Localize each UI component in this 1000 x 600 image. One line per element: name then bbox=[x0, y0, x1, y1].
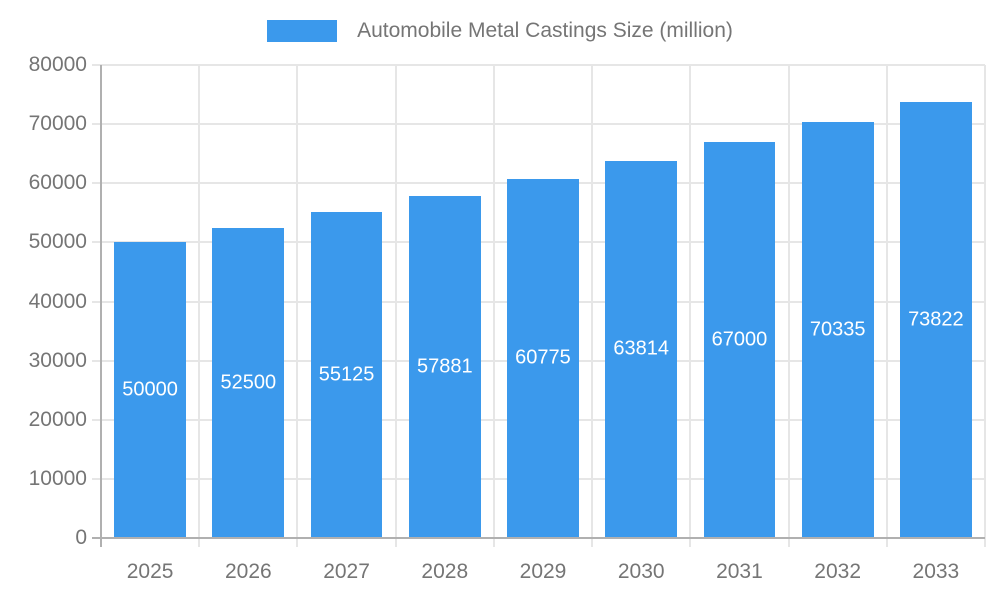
gridline-vertical bbox=[689, 65, 692, 547]
legend-swatch bbox=[267, 20, 338, 42]
y-tick-label: 70000 bbox=[28, 112, 87, 136]
y-tick-label: 40000 bbox=[28, 289, 87, 313]
bar[interactable]: 50000 bbox=[114, 242, 186, 538]
bar[interactable]: 73822 bbox=[900, 101, 972, 538]
x-tick-label: 2029 bbox=[519, 560, 567, 583]
gridline-vertical bbox=[984, 65, 986, 547]
x-axis-labels: 2025 2026 2027 2028 2029 2030 2031 2032 2033 bbox=[101, 558, 985, 588]
legend[interactable]: Automobile Metal Castings Size (million) bbox=[0, 17, 1000, 45]
x-tick-label: 2030 bbox=[617, 560, 665, 583]
gridline-vertical bbox=[885, 65, 888, 547]
bar[interactable]: 63814 bbox=[605, 160, 678, 538]
legend-label: Automobile Metal Castings Size (million) bbox=[357, 19, 733, 42]
bar-value-label: 73822 bbox=[908, 308, 964, 331]
x-tick-label: 2027 bbox=[323, 560, 370, 583]
bar-value-label: 57881 bbox=[416, 355, 473, 378]
y-tick-label: 0 bbox=[75, 526, 87, 549]
y-tick-label: 80000 bbox=[28, 53, 87, 76]
bar-value-label: 55125 bbox=[318, 363, 375, 386]
bar-value-label: 60775 bbox=[515, 346, 571, 369]
y-tick-label: 60000 bbox=[28, 171, 87, 195]
bar[interactable]: 70335 bbox=[801, 122, 874, 538]
bar[interactable]: 60775 bbox=[507, 178, 579, 538]
y-axis-labels: 0 10000 20000 30000 40000 50000 60000 70000 8000… bbox=[0, 53, 87, 549]
gridline-vertical bbox=[591, 65, 594, 547]
x-tick-label: 2025 bbox=[126, 560, 174, 583]
bar-value-label: 70335 bbox=[809, 318, 866, 341]
y-axis-line bbox=[100, 65, 102, 547]
x-tick-label: 2032 bbox=[814, 560, 862, 583]
x-tick-label: 2026 bbox=[224, 560, 272, 583]
bar[interactable]: 55125 bbox=[310, 212, 383, 538]
gridline-vertical bbox=[296, 65, 299, 547]
gridline-vertical bbox=[787, 65, 790, 547]
bar-value-label: 52500 bbox=[220, 371, 277, 394]
gridline-horizontal bbox=[92, 123, 985, 126]
x-axis-line bbox=[92, 537, 985, 539]
y-tick-label: 50000 bbox=[28, 230, 87, 254]
bar[interactable]: 52500 bbox=[212, 227, 285, 538]
y-tick-label: 20000 bbox=[28, 407, 87, 431]
gridline-vertical bbox=[198, 65, 201, 547]
bar[interactable]: 67000 bbox=[703, 141, 776, 538]
y-tick-label: 10000 bbox=[28, 466, 87, 490]
gridline-vertical bbox=[492, 65, 495, 547]
plot-area: 50000 52500 55125 57881 60775 63814 67000 70335… bbox=[92, 64, 986, 547]
bar-value-label: 67000 bbox=[711, 328, 768, 351]
gridline-horizontal bbox=[92, 64, 985, 66]
x-tick-label: 2028 bbox=[421, 560, 469, 583]
y-tick-label: 30000 bbox=[28, 348, 87, 372]
bar[interactable]: 57881 bbox=[408, 195, 481, 538]
gridline-vertical bbox=[394, 65, 397, 547]
x-tick-label: 2031 bbox=[716, 560, 763, 583]
bar-value-label: 50000 bbox=[122, 378, 178, 401]
bar-value-label: 63814 bbox=[613, 337, 670, 360]
x-tick-label: 2033 bbox=[912, 560, 960, 583]
